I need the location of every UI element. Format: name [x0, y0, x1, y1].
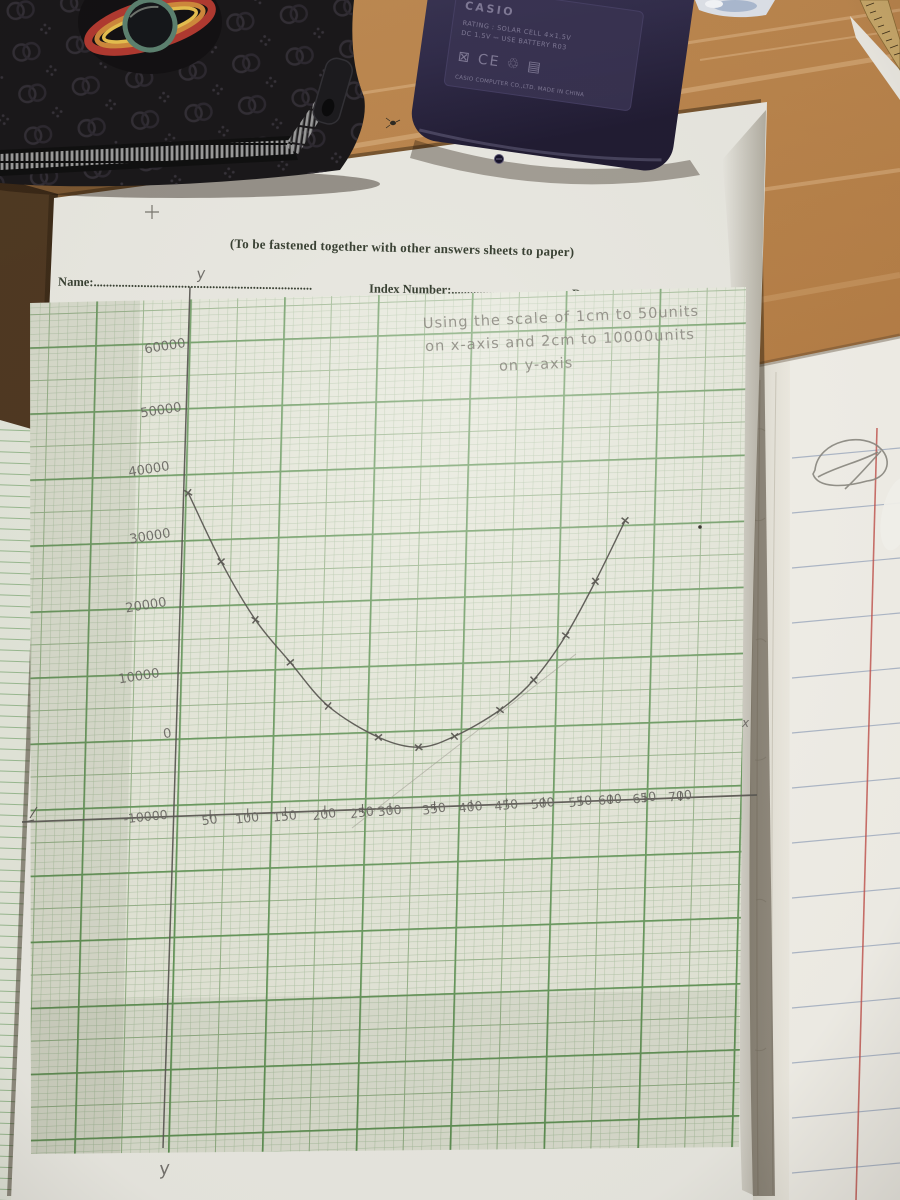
photo-vignette — [0, 0, 900, 1200]
desk-photo-scene: (To be fastened together with other answ… — [0, 0, 900, 1200]
photo-canvas: (To be fastened together with other answ… — [0, 0, 900, 1200]
